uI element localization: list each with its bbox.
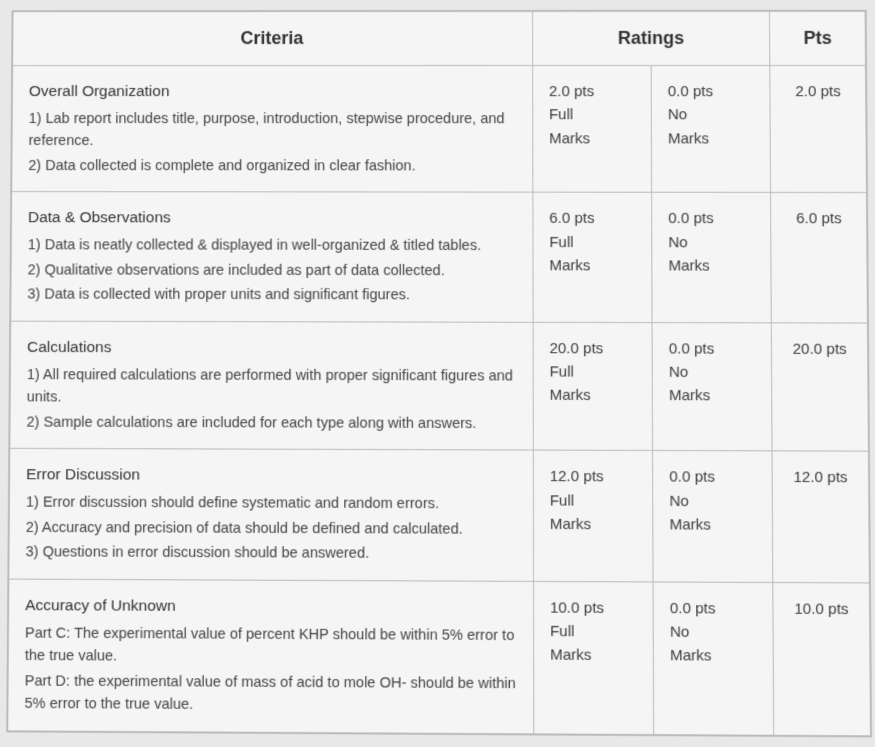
rating-no-label: Marks <box>669 384 755 408</box>
rubric-container: Criteria Ratings Pts Overall Organizatio… <box>6 10 872 737</box>
criteria-cell: Calculations 1) All required calculations… <box>10 321 533 450</box>
rating-no-label: No <box>668 103 754 126</box>
rating-full-pts: 20.0 pts <box>549 340 603 357</box>
table-row: Calculations 1) All required calculations… <box>10 321 869 451</box>
rating-no-label: Marks <box>668 127 754 150</box>
criteria-cell: Overall Organization 1) Lab report includ… <box>12 66 533 193</box>
rating-full-pts: 6.0 pts <box>549 210 594 227</box>
criteria-item: 1) Error discussion should define system… <box>26 492 517 517</box>
criteria-title: Data & Observations <box>28 207 516 232</box>
rating-no-label: Marks <box>670 644 757 668</box>
rating-no-label: Marks <box>668 254 754 278</box>
rating-no-pts: 0.0 pts <box>669 340 715 357</box>
rating-full-cell: 12.0 pts FullMarks <box>533 450 653 581</box>
rating-no-label: No <box>668 231 754 255</box>
rating-no-cell: 0.0 pts NoMarks <box>653 582 774 735</box>
criteria-title: Error Discussion <box>26 463 516 489</box>
criteria-items: 1) Lab report includes title, purpose, i… <box>28 108 516 178</box>
rating-no-cell: 0.0 pts NoMarks <box>651 66 771 193</box>
header-ratings: Ratings <box>532 11 770 65</box>
pts-cell: 6.0 pts <box>771 193 868 323</box>
rating-full-label: Full <box>550 489 636 513</box>
table-row: Accuracy of UnknownPart C: The experimen… <box>8 579 871 736</box>
criteria-item: 2) Qualitative observations are included… <box>28 259 517 282</box>
rating-full-cell: 10.0 pts FullMarks <box>533 581 653 734</box>
criteria-item: 2) Sample calculations are included for … <box>26 411 516 435</box>
pts-cell: 20.0 pts <box>772 323 869 452</box>
rubric-table: Criteria Ratings Pts Overall Organizatio… <box>7 11 871 736</box>
rating-full-pts: 2.0 pts <box>549 83 594 100</box>
rating-full-label: Full <box>549 360 635 384</box>
rating-no-cell: 0.0 pts NoMarks <box>653 451 774 582</box>
rating-full-label: Marks <box>549 254 635 278</box>
pts-cell: 10.0 pts <box>773 582 870 735</box>
rating-full-label: Marks <box>550 643 637 667</box>
rating-full-label: Full <box>550 620 637 644</box>
criteria-item: 1) Data is neatly collected & displayed … <box>28 235 516 258</box>
rating-full-cell: 20.0 pts FullMarks <box>533 322 653 451</box>
rating-full-label: Full <box>549 231 635 255</box>
rating-full-label: Marks <box>549 127 635 150</box>
criteria-title: Accuracy of Unknown <box>25 594 516 621</box>
criteria-title: Calculations <box>27 336 516 361</box>
rating-full-pts: 12.0 pts <box>550 468 604 485</box>
criteria-items: Part C: The experimental value of percen… <box>24 622 516 718</box>
rating-no-pts: 0.0 pts <box>668 83 713 100</box>
rating-full-cell: 6.0 pts FullMarks <box>533 193 653 323</box>
criteria-item: 1) All required calculations are perform… <box>27 364 517 411</box>
rating-no-label: Marks <box>669 513 756 537</box>
rating-full-pts: 10.0 pts <box>550 599 604 617</box>
criteria-cell: Data & Observations 1) Data is neatly col… <box>11 192 533 322</box>
criteria-item: 2) Accuracy and precision of data should… <box>26 516 517 541</box>
rating-no-pts: 0.0 pts <box>668 210 713 227</box>
rating-no-pts: 0.0 pts <box>669 469 715 486</box>
criteria-title: Overall Organization <box>29 80 516 104</box>
header-criteria: Criteria <box>13 11 533 65</box>
criteria-item: Part D: the experimental value of mass o… <box>24 670 516 719</box>
criteria-item: 1) Lab report includes title, purpose, i… <box>28 108 515 153</box>
rating-no-cell: 0.0 pts NoMarks <box>652 193 772 323</box>
pts-cell: 2.0 pts <box>770 66 866 193</box>
pts-cell: 12.0 pts <box>772 451 869 582</box>
criteria-item: Part C: The experimental value of percen… <box>25 622 517 670</box>
criteria-items: 1) Error discussion should define system… <box>26 492 517 567</box>
criteria-item: 2) Data collected is complete and organi… <box>28 155 516 178</box>
header-pts: Pts <box>770 11 866 65</box>
rubric-body: Overall Organization 1) Lab report includ… <box>8 66 871 736</box>
criteria-cell: Accuracy of UnknownPart C: The experimen… <box>8 579 534 734</box>
criteria-items: 1) All required calculations are perform… <box>26 364 516 436</box>
rating-full-label: Marks <box>550 512 636 536</box>
table-row: Overall Organization 1) Lab report includ… <box>12 66 867 193</box>
table-row: Error Discussion 1) Error discussion shou… <box>9 449 870 583</box>
rating-full-label: Marks <box>550 384 636 408</box>
criteria-items: 1) Data is neatly collected & displayed … <box>27 235 516 308</box>
rating-no-cell: 0.0 pts NoMarks <box>652 322 772 451</box>
rating-no-pts: 0.0 pts <box>670 600 716 618</box>
header-row: Criteria Ratings Pts <box>13 11 866 65</box>
criteria-item: 3) Data is collected with proper units a… <box>27 284 516 308</box>
criteria-cell: Error Discussion 1) Error discussion shou… <box>9 449 533 582</box>
criteria-item: 3) Questions in error discussion should … <box>26 541 517 566</box>
rating-full-cell: 2.0 pts FullMarks <box>532 66 651 193</box>
rating-no-label: No <box>669 489 756 513</box>
rating-no-label: No <box>669 361 755 385</box>
rating-no-label: No <box>670 620 757 644</box>
rating-full-label: Full <box>549 103 635 126</box>
table-row: Data & Observations 1) Data is neatly col… <box>11 192 868 323</box>
